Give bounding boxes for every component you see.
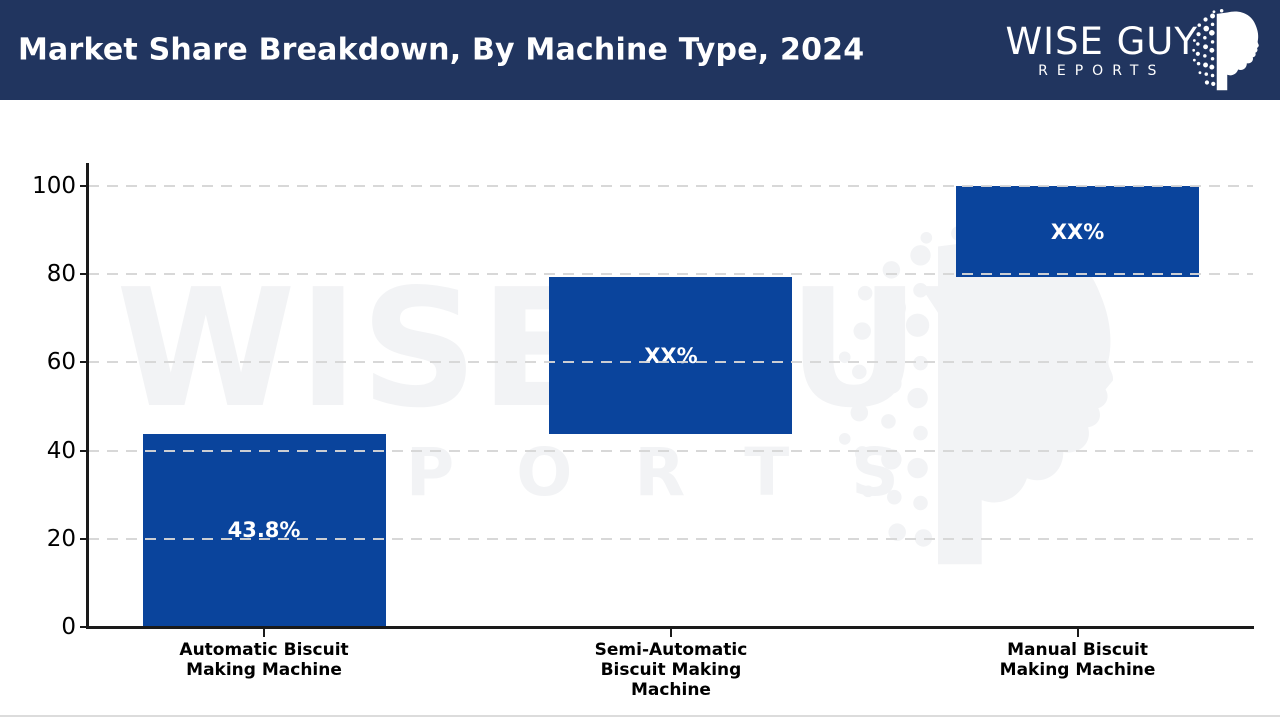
x-axis-line bbox=[86, 626, 1254, 629]
y-tick-40 bbox=[80, 449, 88, 452]
y-tick-20 bbox=[80, 537, 88, 540]
bar-value-label-2: XX% bbox=[644, 343, 698, 368]
y-tick-label-80: 80 bbox=[46, 261, 76, 288]
y-tick-label-60: 60 bbox=[46, 349, 76, 376]
brand-name: WISE GUY bbox=[1005, 20, 1198, 63]
y-tick-label-20: 20 bbox=[46, 525, 76, 552]
bar-2: XX% bbox=[549, 277, 793, 434]
category-label-3: Manual Biscuit Making Machine bbox=[1000, 640, 1156, 680]
category-label-line: Automatic Biscuit bbox=[179, 640, 349, 660]
y-tick-label-0: 0 bbox=[61, 614, 76, 640]
category-label-line: Making Machine bbox=[186, 660, 342, 680]
category-label-line: Making Machine bbox=[999, 660, 1156, 680]
y-tick-100 bbox=[80, 185, 88, 187]
bar-value-label-3: XX% bbox=[1050, 219, 1105, 244]
gridline-60 bbox=[88, 361, 1253, 364]
category-label-line: Machine bbox=[630, 680, 711, 700]
watermark-face-logo-icon bbox=[836, 226, 1142, 576]
header-bar: Market Share Breakdown, By Machine Type,… bbox=[0, 0, 1280, 100]
x-tick-2 bbox=[669, 629, 672, 637]
gridline-40 bbox=[88, 449, 1253, 452]
bottom-divider bbox=[0, 715, 1280, 717]
brand-logo: WISE GUY REPORTS bbox=[1006, 8, 1266, 94]
brand-face-icon bbox=[1192, 9, 1266, 93]
category-label-line: Semi-Automatic bbox=[594, 640, 748, 660]
gridline-20 bbox=[88, 537, 1253, 540]
plot-area: 0 20 40 60 80 100 43.8% Automatic Biscuit Making… bbox=[0, 100, 1280, 720]
category-label-line: Biscuit Making bbox=[600, 660, 742, 680]
gridline-100 bbox=[88, 185, 1253, 187]
category-label-1: Automatic Biscuit Making Machine bbox=[179, 640, 348, 680]
category-label-2: Semi-Automatic Biscuit Making Machine bbox=[595, 640, 748, 700]
page-title: Market Share Breakdown, By Machine Type,… bbox=[18, 32, 865, 68]
x-tick-3 bbox=[1076, 629, 1079, 637]
brand-subtitle: REPORTS bbox=[1038, 63, 1166, 79]
bar-3: XX% bbox=[956, 186, 1200, 278]
x-tick-1 bbox=[263, 629, 266, 637]
category-label-line: Manual Biscuit bbox=[1007, 640, 1148, 660]
y-tick-label-40: 40 bbox=[46, 437, 76, 464]
y-tick-label-100: 100 bbox=[32, 173, 76, 199]
brand-logo-text: WISE GUY REPORTS bbox=[1006, 23, 1198, 79]
y-tick-60 bbox=[80, 361, 88, 364]
bar-1: 43.8% bbox=[142, 433, 386, 627]
y-axis-line bbox=[86, 163, 89, 629]
gridline-80 bbox=[88, 273, 1253, 276]
y-tick-0 bbox=[80, 626, 88, 628]
y-tick-80 bbox=[80, 273, 88, 276]
